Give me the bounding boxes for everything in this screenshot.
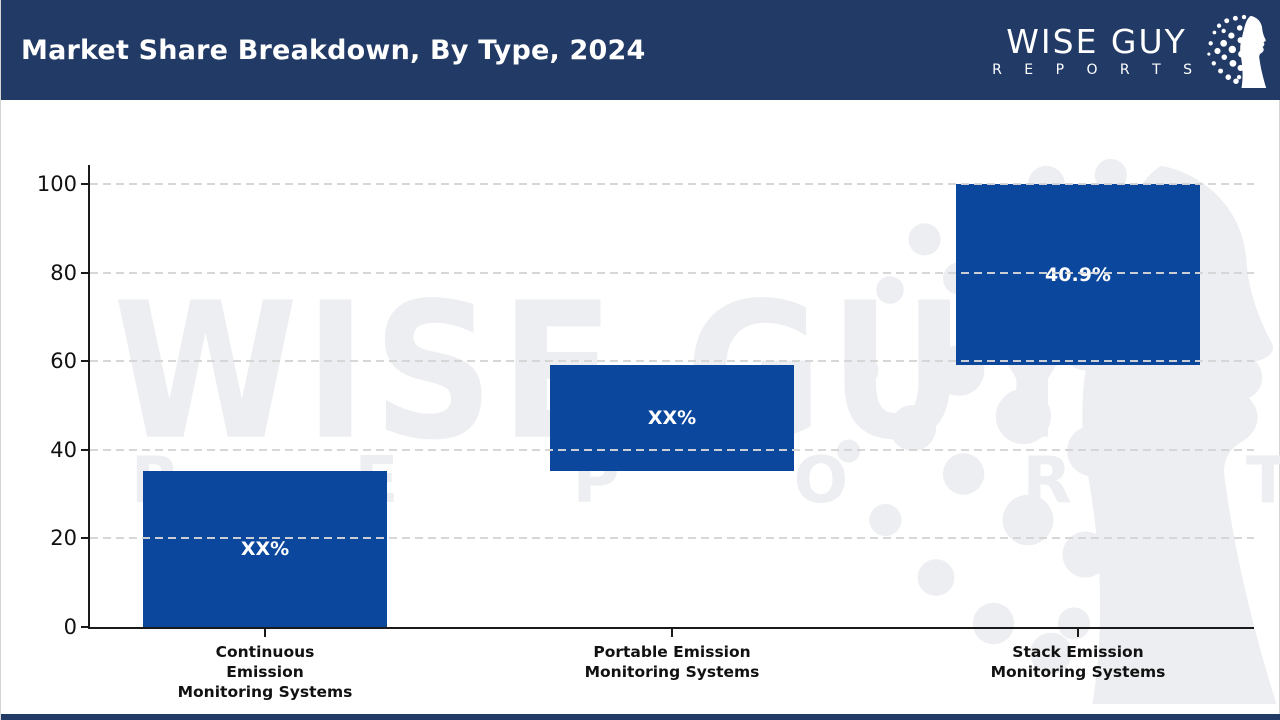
y-tick-0 xyxy=(81,626,88,628)
y-tick-label-60: 60 xyxy=(50,349,77,374)
y-tick-80 xyxy=(81,271,88,274)
page-title: Market Share Breakdown, By Type, 2024 xyxy=(21,34,646,66)
bar-value-label: XX% xyxy=(647,406,697,429)
header: Market Share Breakdown, By Type, 2024 WI… xyxy=(1,0,1280,100)
x-category-label: Stack Emission Monitoring Systems xyxy=(990,643,1166,681)
gridline-40 xyxy=(90,448,1254,451)
brand-subname: R E P O R T S xyxy=(992,62,1201,78)
x-category-label: Continuous Emission Monitoring Systems xyxy=(177,643,353,701)
x-tick xyxy=(1077,629,1079,637)
brand-head-icon xyxy=(1205,14,1267,88)
x-tick xyxy=(671,629,673,637)
y-tick-label-40: 40 xyxy=(50,437,77,462)
bar-segment: XX% xyxy=(143,470,387,627)
x-category-label: Portable Emission Monitoring Systems xyxy=(584,643,760,681)
y-tick-40 xyxy=(81,448,88,451)
gridline-20 xyxy=(90,537,1254,540)
x-tick xyxy=(264,629,266,637)
bar-segment: 40.9% xyxy=(956,184,1200,366)
bar-segment: XX% xyxy=(550,365,794,471)
y-tick-60 xyxy=(81,360,88,363)
gridline-100 xyxy=(90,183,1254,185)
brand-logo: WISE GUY R E P O R T S xyxy=(992,8,1267,94)
y-tick-label-80: 80 xyxy=(50,260,77,285)
footer-bar xyxy=(1,714,1280,720)
brand-logo-text: WISE GUY R E P O R T S xyxy=(992,22,1201,79)
y-tick-label-0: 0 xyxy=(63,615,77,639)
y-tick-100 xyxy=(81,183,88,185)
y-tick-20 xyxy=(81,537,88,540)
y-axis xyxy=(88,165,90,629)
brand-name: WISE GUY xyxy=(1006,22,1187,61)
x-axis xyxy=(88,627,1254,629)
y-tick-label-20: 20 xyxy=(50,526,77,551)
gridline-60 xyxy=(90,360,1254,363)
bar-value-label: 40.9% xyxy=(1045,263,1111,286)
y-tick-label-100: 100 xyxy=(36,172,77,196)
bar-value-label: XX% xyxy=(240,537,290,560)
gridline-80 xyxy=(90,271,1254,274)
